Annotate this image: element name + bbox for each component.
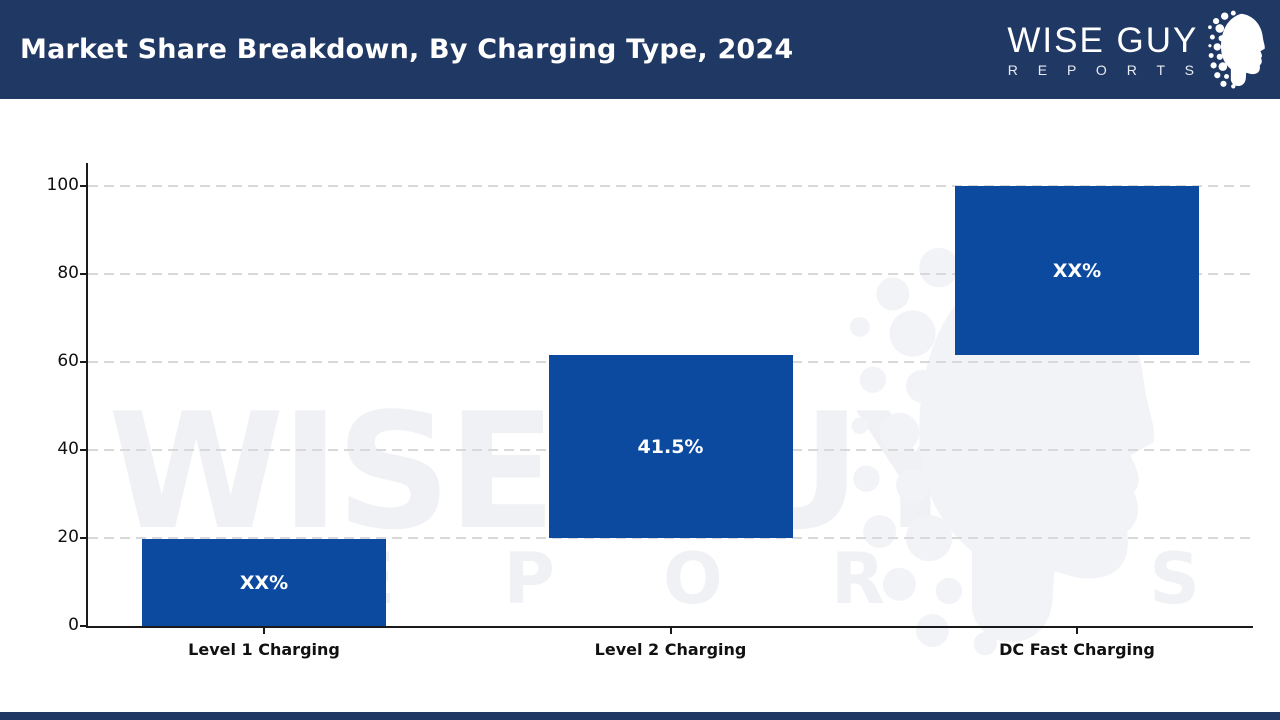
category-label: DC Fast Charging xyxy=(999,640,1155,659)
footer-bar xyxy=(0,712,1280,720)
y-tick-label: 100 xyxy=(46,175,79,195)
page-title: Market Share Breakdown, By Charging Type… xyxy=(20,34,794,65)
category-label: Level 1 Charging xyxy=(188,640,340,659)
gridline xyxy=(88,185,1253,187)
y-axis xyxy=(86,163,88,628)
y-tick-label: 60 xyxy=(57,351,79,371)
gridline xyxy=(88,273,1253,275)
y-tick-mark xyxy=(80,361,88,363)
y-tick-mark xyxy=(80,273,88,275)
category-label: Level 2 Charging xyxy=(594,640,747,659)
bar-value-label: XX% xyxy=(239,571,289,594)
header-bar: Market Share Breakdown, By Charging Type… xyxy=(0,0,1280,99)
bar-value-label: XX% xyxy=(1052,259,1102,282)
y-tick-mark xyxy=(80,449,88,451)
bar-segment: 41.5% xyxy=(548,355,793,538)
logo-wordmark: WISE GUY xyxy=(1007,21,1199,61)
logo-text: WISE GUY R E P O R T S xyxy=(1004,22,1202,78)
logo-subtitle: R E P O R T S xyxy=(1007,61,1202,78)
bar-segment: XX% xyxy=(955,186,1199,356)
y-tick-label: 40 xyxy=(57,439,79,459)
x-tick-mark xyxy=(263,626,265,634)
y-tick-label: 80 xyxy=(57,263,79,283)
x-tick-mark xyxy=(669,626,672,634)
y-tick-mark xyxy=(80,625,88,627)
watermark-wordmark: WISE GUY xyxy=(108,378,973,565)
x-tick-mark xyxy=(1076,626,1078,634)
gridline xyxy=(88,537,1253,539)
y-tick-mark xyxy=(80,185,88,187)
y-tick-label: 0 xyxy=(68,615,79,635)
wise-guy-logo: WISE GUY R E P O R T S xyxy=(1004,6,1268,94)
logo-face-icon xyxy=(1206,10,1268,90)
y-tick-label: 20 xyxy=(57,527,79,547)
bar-value-label: 41.5% xyxy=(637,435,704,458)
bar-segment: XX% xyxy=(142,539,386,626)
y-tick-mark xyxy=(80,537,88,539)
chart-area: WISE GUY R E P O R T S 0 20 40 60 80 100 XX% Le… xyxy=(0,99,1280,712)
